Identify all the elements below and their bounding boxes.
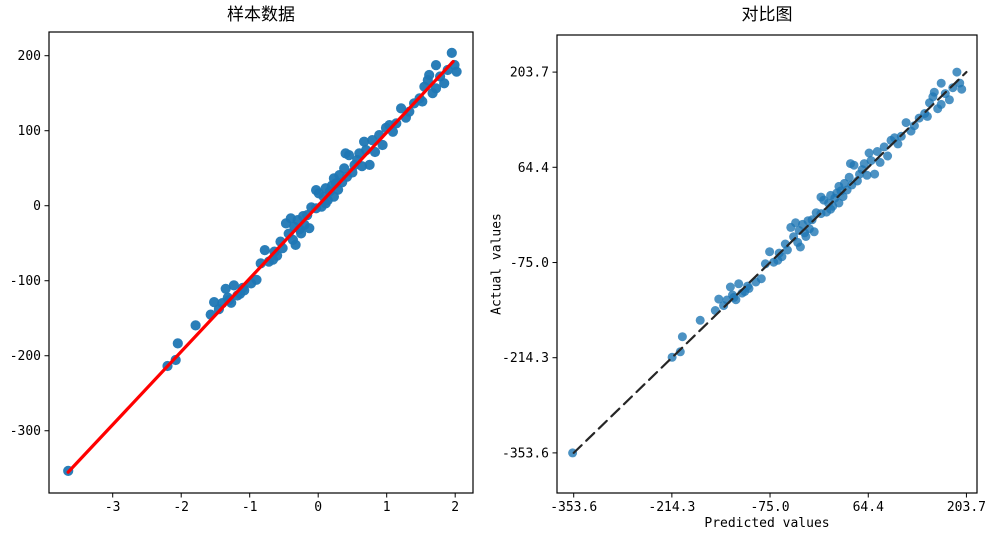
axis-ticks-sample-data: -3 -2 -1 0 1 2 200 100 0 -100 -200 -300	[10, 49, 459, 515]
scatter-point	[948, 83, 958, 93]
right-chart-xlabel: Predicted values	[704, 516, 830, 531]
right-chart-title: 对比图	[741, 5, 793, 25]
scatter-point	[922, 111, 932, 121]
scatter-point	[677, 332, 687, 342]
scatter-point	[782, 245, 792, 255]
scatter-point	[791, 218, 801, 228]
scatter-point	[844, 172, 854, 182]
y-tick-label: 100	[18, 124, 41, 139]
scatter-point	[451, 66, 462, 77]
scatter-point	[290, 239, 301, 250]
scatter-point	[296, 228, 307, 239]
scatter-point	[849, 160, 859, 170]
scatter-point	[866, 156, 876, 166]
scatter-point	[259, 245, 270, 256]
scatter-point	[834, 198, 844, 208]
left-chart-title: 样本数据	[227, 5, 295, 25]
scatter-point	[901, 118, 911, 128]
x-tick-label: -3	[105, 500, 121, 515]
scatter-point	[359, 136, 370, 147]
y-tick-label: 64.4	[518, 161, 549, 176]
scatter-point	[936, 99, 946, 109]
x-tick-label: 203.7	[947, 500, 986, 515]
scatter-point	[430, 60, 442, 71]
x-tick-label: -75.0	[750, 500, 789, 515]
axis-ticks-comparison: -353.6 -214.3 -75.0 64.4 203.7 203.7 64.4 -75.0…	[502, 66, 986, 515]
y-tick-label: -214.3	[502, 351, 549, 366]
scatter-point	[864, 148, 874, 158]
scatter-point	[364, 159, 375, 170]
scatter-point	[944, 95, 954, 105]
scatter-point	[228, 280, 239, 291]
y-tick-label: -353.6	[502, 446, 549, 461]
right-chart-ylabel: Actual values	[489, 213, 505, 315]
scatter-points-comparison	[568, 67, 967, 458]
scatter-point	[929, 87, 939, 97]
scatter-point	[952, 67, 962, 77]
scatter-point	[862, 170, 872, 180]
scatter-point	[377, 139, 388, 151]
scatter-point	[695, 315, 705, 325]
axes-spines-comparison	[556, 34, 978, 494]
y-tick-label: -75.0	[510, 256, 549, 271]
axes-comparison: -353.6 -214.3 -75.0 64.4 203.7 203.7 64.4 -75.0…	[502, 34, 986, 515]
regression-line	[66, 59, 455, 474]
scatter-point	[170, 354, 181, 366]
scatter-point	[304, 223, 315, 234]
scatter-point	[875, 157, 885, 167]
scatter-point	[190, 320, 201, 331]
y-tick-label: -300	[10, 424, 41, 439]
scatter-point	[795, 242, 805, 252]
x-tick-label: -1	[242, 500, 258, 515]
scatter-point	[446, 47, 457, 59]
scatter-point	[714, 294, 724, 304]
scatter-point	[424, 69, 435, 81]
scatter-point	[870, 169, 880, 179]
scatter-point	[879, 142, 889, 152]
y-tick-label: 0	[33, 199, 41, 214]
scatter-point	[675, 347, 685, 357]
x-tick-label: 0	[314, 500, 322, 515]
y-tick-label: 200	[18, 49, 41, 64]
x-tick-label: 64.4	[853, 500, 884, 515]
x-tick-label: 1	[383, 500, 391, 515]
scatter-point	[734, 279, 744, 289]
x-tick-label: -2	[173, 500, 189, 515]
scatter-point	[439, 78, 450, 89]
y-tick-label: -200	[10, 349, 41, 364]
axes-sample-data: -3 -2 -1 0 1 2 200 100 0 -100 -200 -300	[10, 31, 474, 515]
scatter-point	[172, 338, 183, 349]
scatter-point	[807, 215, 817, 225]
scatter-point	[396, 103, 407, 114]
scatter-point	[430, 83, 442, 94]
scatter-point	[859, 159, 869, 169]
scatter-point	[744, 283, 754, 293]
scatter-point	[731, 295, 741, 305]
axes-spines-sample-data	[48, 31, 474, 494]
y-tick-label: 203.7	[510, 66, 549, 81]
scatter-point	[251, 274, 262, 285]
scatter-point	[756, 274, 766, 284]
scatter-point	[220, 283, 231, 294]
x-tick-label: -214.3	[648, 500, 695, 515]
scatter-point	[339, 163, 350, 174]
scatter-point	[809, 227, 819, 237]
scatter-point	[883, 151, 893, 161]
y-tick-label: -100	[10, 274, 41, 289]
scatter-point	[765, 247, 775, 257]
diagonal-reference-line	[572, 71, 968, 454]
scatter-point	[957, 84, 967, 94]
x-tick-label: -353.6	[550, 500, 597, 515]
scatter-point	[343, 150, 355, 161]
x-tick-label: 2	[451, 500, 459, 515]
scatter-point	[725, 282, 735, 292]
scatter-point	[936, 78, 946, 88]
scatter-point	[872, 147, 882, 156]
scatter-point	[801, 232, 811, 241]
